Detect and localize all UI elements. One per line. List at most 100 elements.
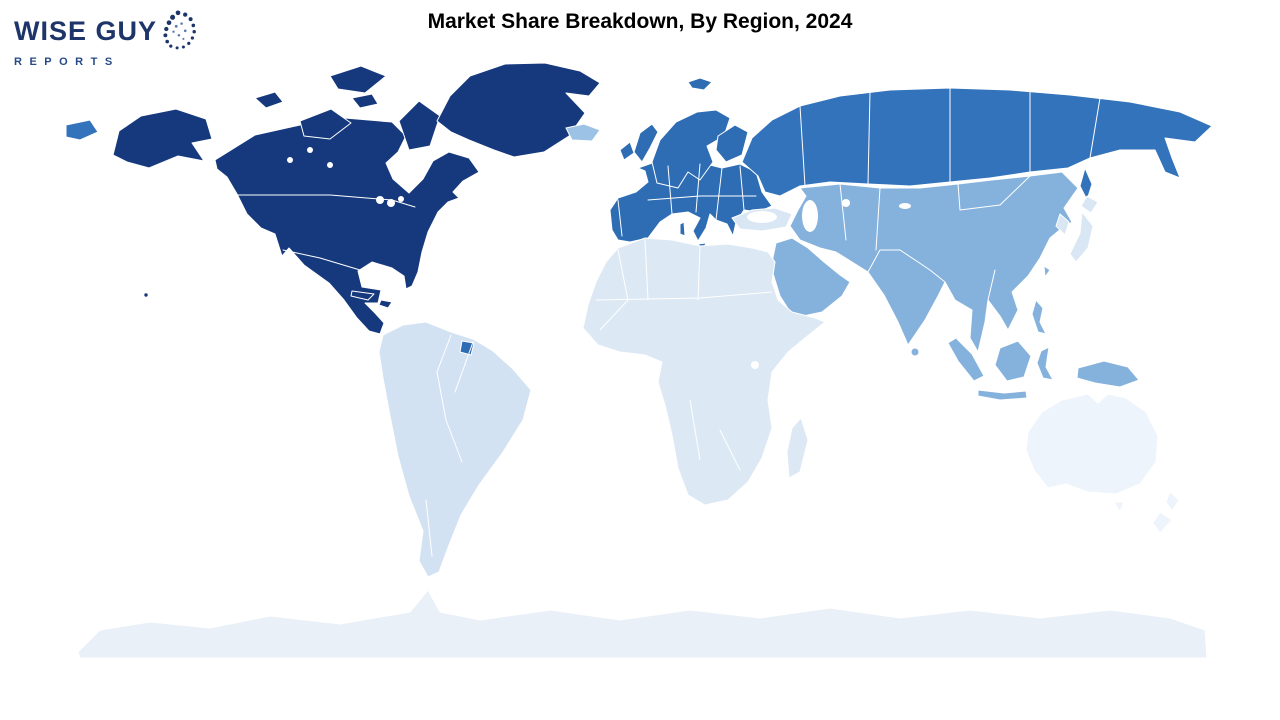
great-britain-shape xyxy=(633,123,659,163)
madagascar-shape xyxy=(786,417,809,479)
iceland-shape xyxy=(565,123,601,142)
region-iceland xyxy=(565,123,601,142)
us-mexico-border xyxy=(282,249,361,271)
finland-shape xyxy=(715,124,749,163)
region-middle-east xyxy=(770,237,851,319)
logo: WISE GUY xyxy=(14,8,196,68)
canadian-lake xyxy=(287,157,293,163)
north-africa-border-1 xyxy=(599,249,629,331)
southern-africa-border xyxy=(719,429,741,471)
great-lake xyxy=(376,196,384,204)
hispaniola-shape xyxy=(378,299,393,309)
honshu-shape xyxy=(1069,211,1094,263)
borneo-shape xyxy=(994,340,1032,382)
mongolia-border xyxy=(957,175,1031,211)
siberia-border-4 xyxy=(1089,97,1101,159)
great-lake xyxy=(398,196,404,202)
canadian-lake xyxy=(307,147,313,153)
arabia-shape xyxy=(770,237,851,319)
logo-wordmark: WISE GUY xyxy=(14,16,158,46)
lake-victoria xyxy=(751,361,759,369)
java-shape xyxy=(977,389,1028,401)
north-africa-border-2 xyxy=(644,239,649,301)
hokkaido-shape xyxy=(1080,195,1099,214)
sardinia-shape xyxy=(679,221,686,237)
ukraine-border xyxy=(739,165,745,211)
new-zealand-north-shape xyxy=(1165,491,1180,512)
canadian-lake xyxy=(327,162,333,168)
logo-subtitle: REPORTS xyxy=(14,56,120,68)
new-guinea-shape xyxy=(1076,360,1140,388)
asia-mainland-shape xyxy=(789,171,1079,353)
sumatra-shape xyxy=(947,337,985,382)
korea-shape xyxy=(1055,213,1070,236)
ellesmere-island-shape xyxy=(329,65,387,94)
region-asia xyxy=(789,171,1079,357)
sri-lanka-dot xyxy=(910,347,920,357)
ireland-shape xyxy=(619,141,635,161)
russia-shape xyxy=(741,87,1213,197)
french-guiana-shape xyxy=(459,340,475,356)
us-canada-border xyxy=(236,194,416,208)
region-north-america xyxy=(112,65,480,335)
region-japan-korea xyxy=(1055,195,1099,263)
chukotka-west-shape xyxy=(65,119,99,141)
great-lake xyxy=(387,199,395,207)
india-china-border xyxy=(899,249,946,283)
scandinavia-shape xyxy=(651,109,731,189)
dotted-head-icon xyxy=(160,8,196,55)
region-russia xyxy=(65,87,1213,201)
south-america-shape xyxy=(378,321,532,578)
aral-sea xyxy=(842,199,850,207)
alaska-shape xyxy=(112,108,213,169)
xinjiang-border xyxy=(875,187,881,251)
argentina-chile-border xyxy=(425,499,433,557)
region-greenland xyxy=(436,62,601,158)
poland-border xyxy=(715,167,723,221)
brazil-border xyxy=(436,334,463,463)
region-south-america xyxy=(378,321,532,578)
country-borders xyxy=(236,87,1101,557)
africa-shape xyxy=(582,237,826,506)
guiana-border xyxy=(454,341,474,393)
australia-shape xyxy=(1025,393,1159,495)
germany-border xyxy=(695,163,701,213)
lake-balkhash xyxy=(899,203,911,209)
region-antarctica xyxy=(77,589,1208,659)
chart-title: Market Share Breakdown, By Region, 2024 xyxy=(427,10,853,33)
caspian-sea xyxy=(802,200,818,232)
black-sea xyxy=(747,211,777,223)
indochina-border xyxy=(987,269,996,301)
kazakh-border xyxy=(839,183,847,241)
arctic-island-shape xyxy=(351,93,379,109)
europe-horizontal-border xyxy=(647,195,757,201)
svalbard-shape xyxy=(687,77,713,91)
victoria-island-shape xyxy=(299,108,352,140)
philippines-shape xyxy=(1031,299,1047,335)
taiwan-shape xyxy=(1043,265,1051,278)
cuba-shape xyxy=(350,290,375,301)
tasmania-shape xyxy=(1113,501,1125,513)
region-french-guiana xyxy=(459,340,475,356)
new-zealand-south-shape xyxy=(1152,511,1173,534)
canada-usa-mexico-shape xyxy=(214,117,480,335)
north-africa-border-3 xyxy=(697,245,701,301)
siberia-border-1 xyxy=(867,91,871,185)
sulawesi-shape xyxy=(1036,346,1054,381)
iberia-border xyxy=(617,199,623,237)
greenland-shape xyxy=(436,62,601,158)
india-west-border xyxy=(867,249,901,273)
central-africa-border xyxy=(689,399,701,461)
sahel-border xyxy=(595,291,773,301)
antarctica-shape xyxy=(77,589,1208,659)
sakhalin-shape xyxy=(1079,167,1093,201)
lakes-and-seas xyxy=(287,147,911,369)
ural-border xyxy=(799,105,806,187)
baffin-island-shape xyxy=(398,100,441,151)
region-oceania xyxy=(1025,393,1180,534)
arctic-island-shape xyxy=(254,91,284,109)
region-sea-islands xyxy=(947,299,1140,401)
region-africa xyxy=(582,237,826,506)
